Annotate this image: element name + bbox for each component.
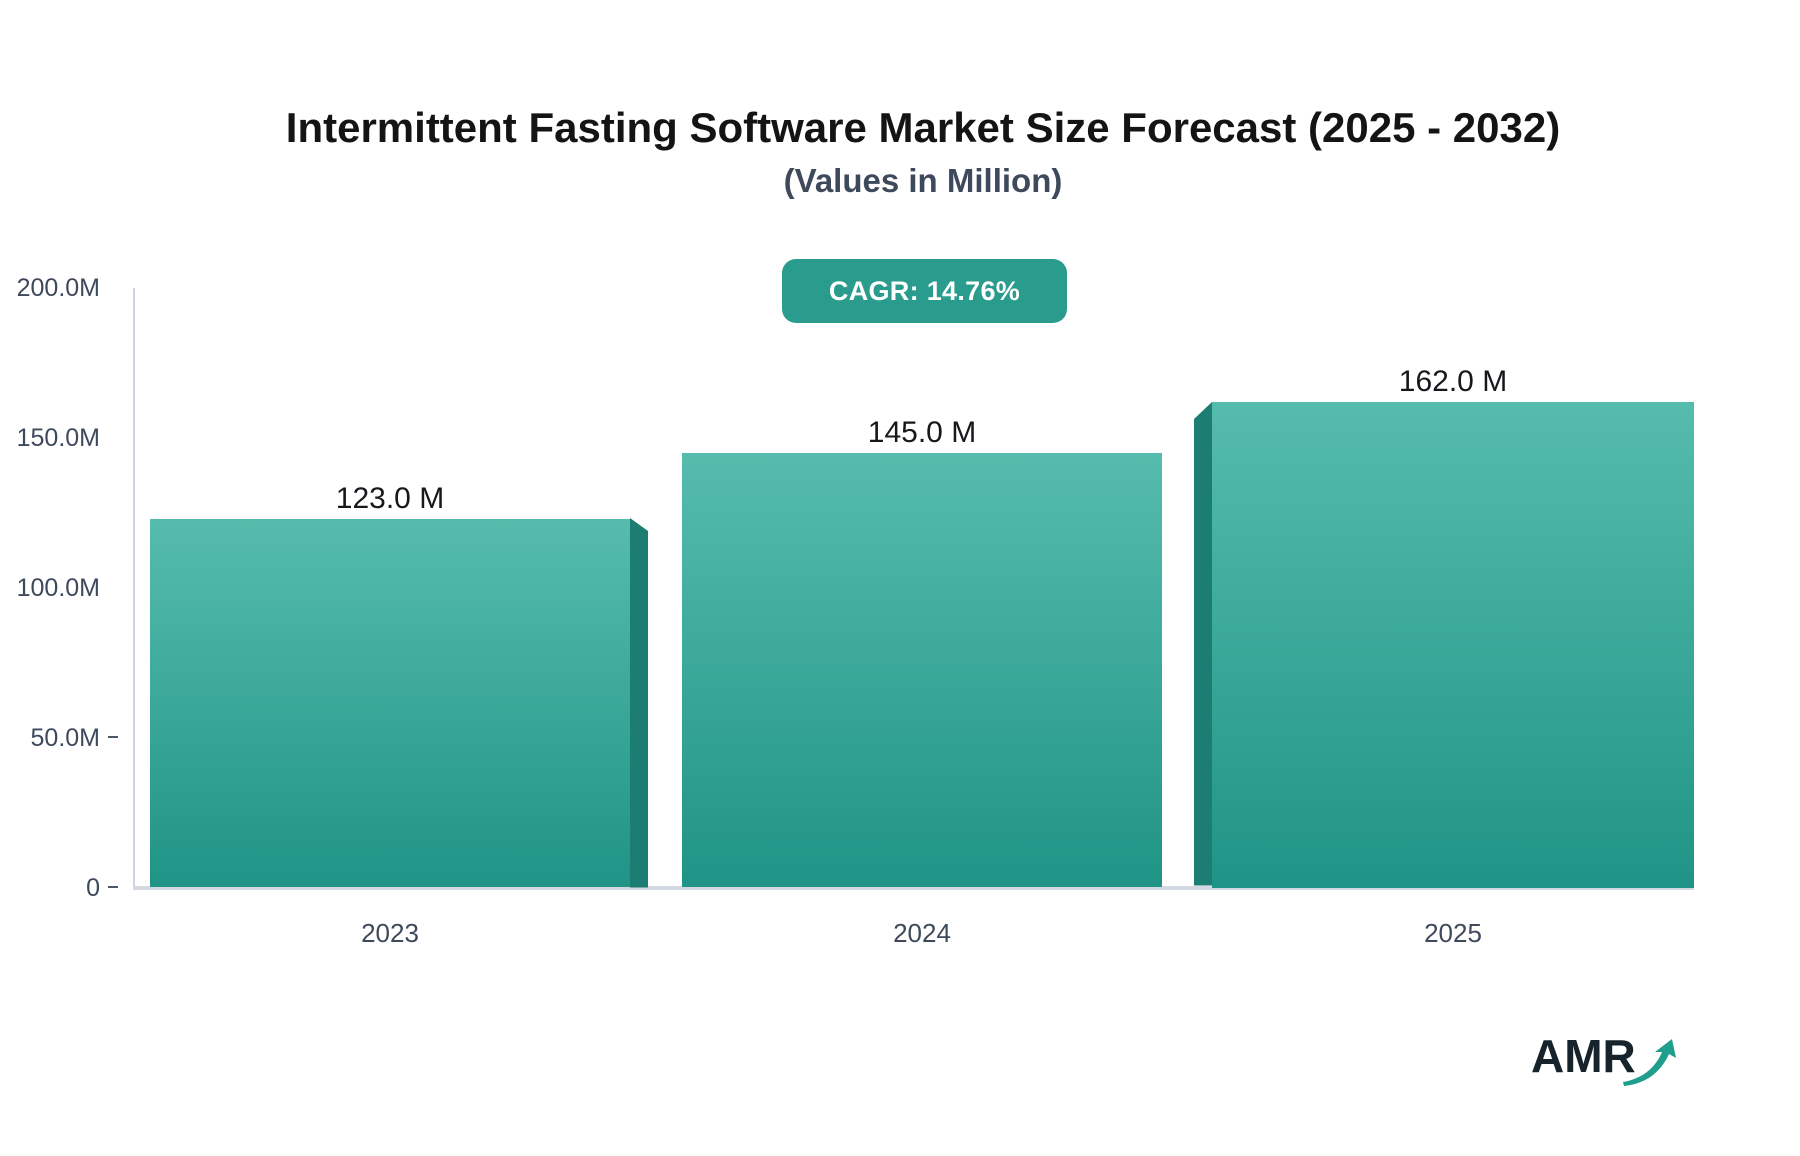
svg-text:AMR: AMR [1531,1030,1636,1082]
